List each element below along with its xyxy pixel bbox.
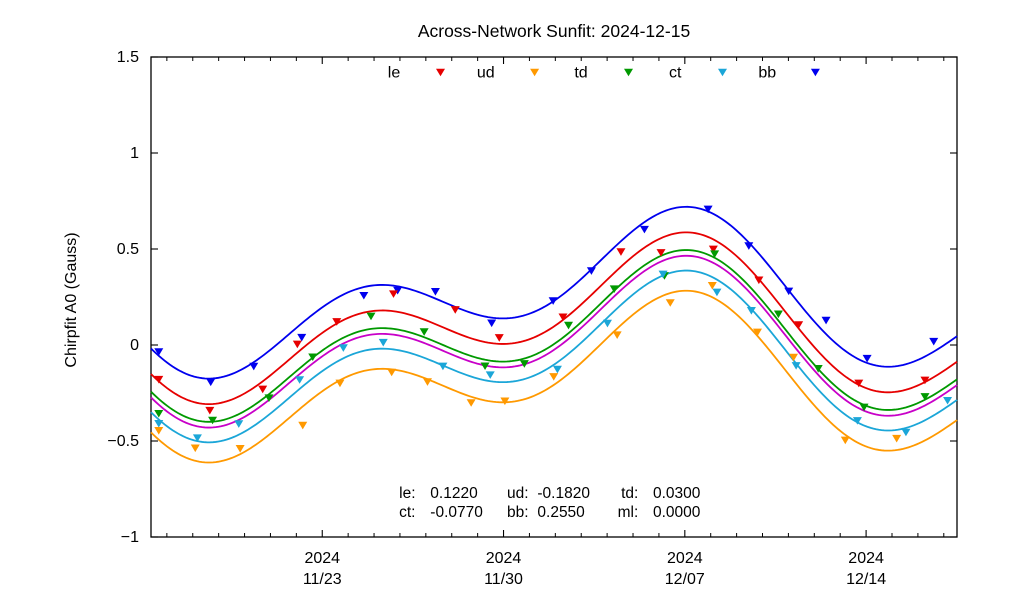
svg-text:Across-Network Sunfit: 2024-12: Across-Network Sunfit: 2024-12-15 [418,21,690,41]
svg-text:−1: −1 [121,529,139,546]
svg-text:ud:: ud: [507,485,529,502]
svg-text:0.2550: 0.2550 [537,504,585,521]
svg-text:2024: 2024 [667,550,703,567]
svg-text:1.5: 1.5 [117,49,139,66]
svg-text:bb: bb [758,65,776,82]
svg-text:12/14: 12/14 [846,571,886,588]
svg-text:le:: le: [399,485,415,502]
svg-text:2024: 2024 [486,550,522,567]
svg-text:ml:: ml: [618,504,639,521]
svg-text:0.1220: 0.1220 [430,485,478,502]
svg-text:0: 0 [130,337,139,354]
svg-text:−0.5: −0.5 [107,433,139,450]
svg-text:0.0000: 0.0000 [653,504,701,521]
svg-text:td:: td: [621,485,638,502]
svg-text:ct:: ct: [399,504,415,521]
svg-text:ud: ud [477,65,495,82]
svg-text:12/07: 12/07 [665,571,705,588]
svg-text:ct: ct [669,65,682,82]
svg-text:-0.0770: -0.0770 [430,504,483,521]
svg-text:0.5: 0.5 [117,241,139,258]
svg-text:-0.1820: -0.1820 [537,485,590,502]
svg-text:0.0300: 0.0300 [653,485,701,502]
svg-text:Chirpfit A0 (Gauss): Chirpfit A0 (Gauss) [63,232,80,367]
svg-text:11/30: 11/30 [484,571,523,588]
svg-text:le: le [388,65,401,82]
svg-text:11/23: 11/23 [303,571,342,588]
svg-text:td: td [574,65,587,82]
svg-text:2024: 2024 [304,550,340,567]
svg-text:2024: 2024 [848,550,884,567]
svg-text:1: 1 [130,145,139,162]
svg-text:bb:: bb: [507,504,529,521]
